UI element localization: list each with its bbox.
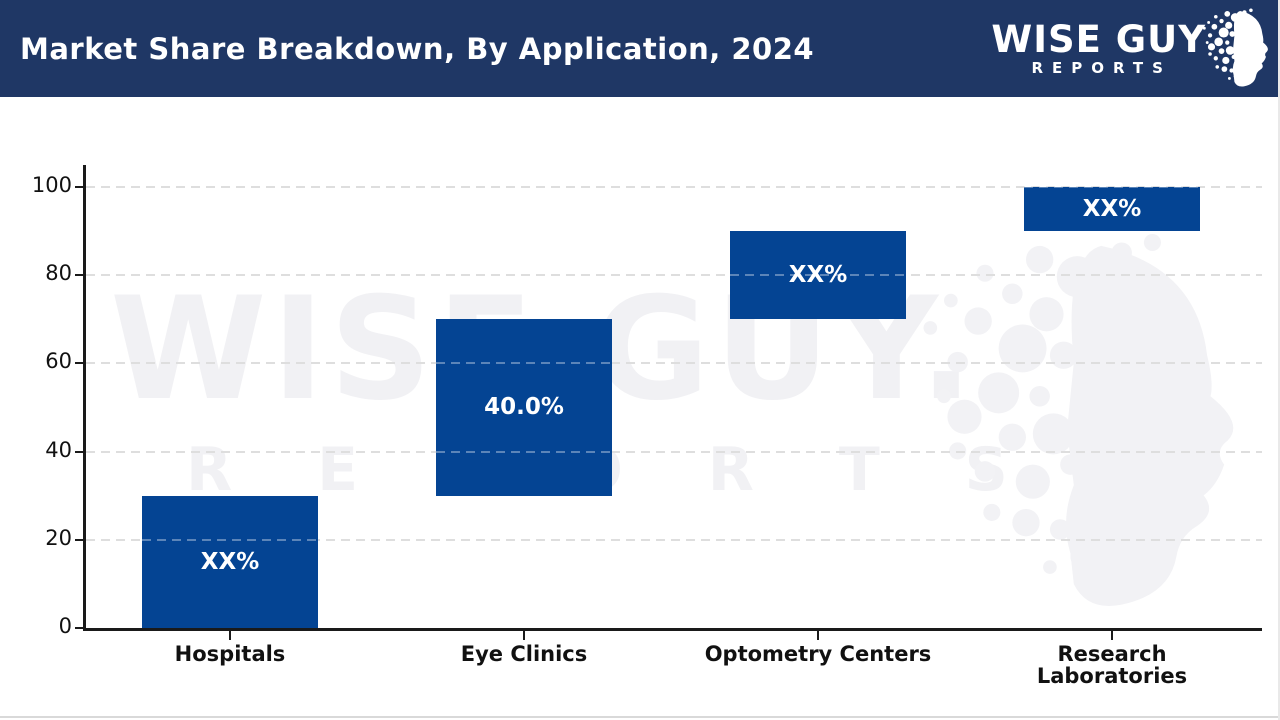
gridline-over-bar [730,274,906,277]
x-tick-mark [1111,631,1113,640]
gridline [86,362,1262,365]
bar-3: XX% [1024,186,1200,232]
x-category-label: Hospitals [174,642,286,666]
face-logo-icon [1202,8,1268,87]
page-title: Market Share Breakdown, By Application, … [20,31,815,66]
x-category-label: Eye Clinics [460,642,588,666]
logo-text: WISE GUY REPORTS [991,21,1206,76]
logo-subtext: REPORTS [1031,59,1172,77]
x-tick-mark [229,631,231,640]
y-tick-mark [75,627,86,629]
y-tick-label: 20 [45,525,72,550]
y-tick-label: 80 [45,261,72,286]
bottom-divider [0,716,1278,718]
y-tick-label: 0 [58,614,72,638]
gridline-over-bar [436,362,612,365]
x-axis-line [83,628,1262,631]
bar-value-label: XX% [200,548,260,575]
y-tick-mark [75,362,86,365]
y-tick-mark [75,538,86,541]
bar-2: XX% [730,231,906,320]
watermark-face-icon [923,233,1234,607]
gridline [86,186,1262,188]
logo-wordmark: WISE GUY [991,18,1206,61]
gridline [86,538,1262,541]
header: Market Share Breakdown, By Application, … [0,0,1278,97]
y-tick-mark [75,274,86,277]
x-category-label: Research Laboratories [1036,642,1188,689]
y-tick-mark [75,450,86,453]
x-category-label: Optometry Centers [704,642,932,666]
bar-value-label: 40.0% [484,394,564,421]
x-tick-mark [817,631,819,640]
bar-value-label: XX% [788,262,848,289]
x-tick-mark [523,631,525,640]
y-tick-label: 100 [31,173,72,197]
bar-1: 40.0% [436,319,612,496]
bar-value-label: XX% [1082,196,1142,223]
gridline-over-bar [142,538,318,541]
wise-guy-logo: WISE GUY REPORTS [991,4,1276,94]
bar-0: XX% [142,495,318,628]
y-axis-spine [83,165,86,631]
gridline-over-bar [436,450,612,453]
gridline [86,274,1262,277]
gridline-over-bar [1024,186,1200,188]
y-tick-mark [75,186,86,188]
chart-area: WISE GUY. R E P O R T S 0 20 40 60 80 100 XX% 4… [0,97,1278,718]
gridline [86,450,1262,453]
y-tick-label: 40 [45,437,72,462]
y-tick-label: 60 [45,349,72,374]
